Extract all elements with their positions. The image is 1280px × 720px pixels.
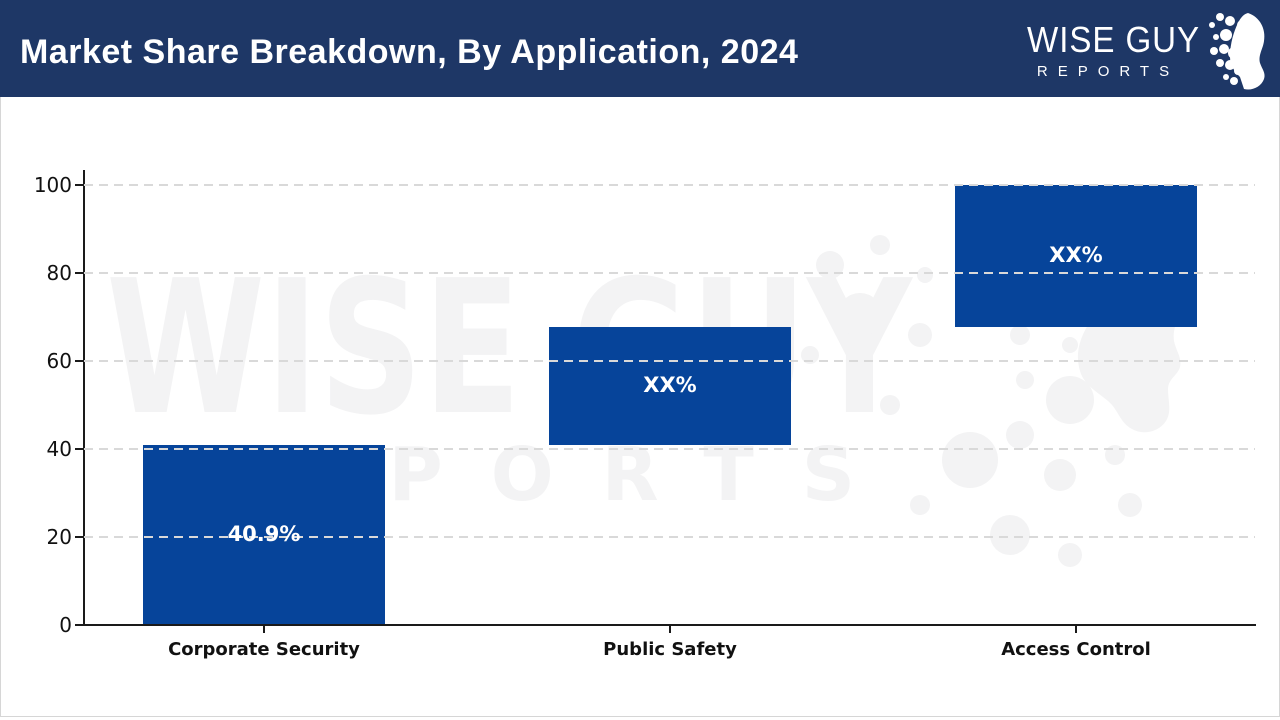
x-category-label: Public Safety bbox=[603, 639, 737, 660]
x-axis-line bbox=[83, 624, 1256, 626]
y-tick-80 bbox=[75, 272, 83, 274]
logo-wordmark: WISE GUY bbox=[1027, 19, 1200, 60]
x-tick-2 bbox=[1075, 626, 1077, 633]
y-tick-100 bbox=[75, 184, 83, 186]
x-category-label: Access Control bbox=[1001, 639, 1151, 660]
gridline-20 bbox=[84, 536, 1255, 538]
header-bar: Market Share Breakdown, By Application, … bbox=[0, 0, 1280, 97]
gridline-100 bbox=[84, 184, 1255, 186]
page-title: Market Share Breakdown, By Application, … bbox=[20, 33, 799, 71]
x-tick-1 bbox=[669, 626, 671, 633]
y-tick-label-0: 0 bbox=[59, 613, 72, 637]
y-tick-0 bbox=[75, 624, 83, 626]
wise-guy-reports-logo: WISE GUY REPORTS bbox=[1016, 5, 1266, 93]
gridline-40 bbox=[84, 448, 1255, 450]
y-tick-label-40: 40 bbox=[46, 437, 72, 461]
logo-face-icon bbox=[1209, 13, 1265, 90]
y-tick-label-60: 60 bbox=[46, 349, 72, 373]
y-tick-label-80: 80 bbox=[46, 261, 72, 285]
bar-value-label: XX% bbox=[643, 373, 697, 398]
bar-value-label: XX% bbox=[1049, 243, 1103, 268]
x-tick-0 bbox=[263, 626, 265, 633]
gridline-60 bbox=[84, 360, 1255, 362]
y-tick-40 bbox=[75, 448, 83, 450]
logo-text: WISE GUY REPORTS bbox=[1012, 19, 1200, 80]
y-axis-line bbox=[83, 170, 85, 626]
y-tick-60 bbox=[75, 360, 83, 362]
bar-corporate-security bbox=[143, 445, 385, 625]
bar-access-control bbox=[955, 185, 1197, 328]
y-tick-label-100: 100 bbox=[33, 173, 72, 197]
bar-public-safety bbox=[549, 327, 791, 446]
y-tick-20 bbox=[75, 536, 83, 538]
bar-value-label: 40.9% bbox=[227, 522, 301, 547]
y-tick-label-20: 20 bbox=[46, 525, 72, 549]
gridline-80 bbox=[84, 272, 1255, 274]
logo-subtitle: REPORTS bbox=[1036, 63, 1180, 80]
x-category-label: Corporate Security bbox=[168, 639, 360, 660]
